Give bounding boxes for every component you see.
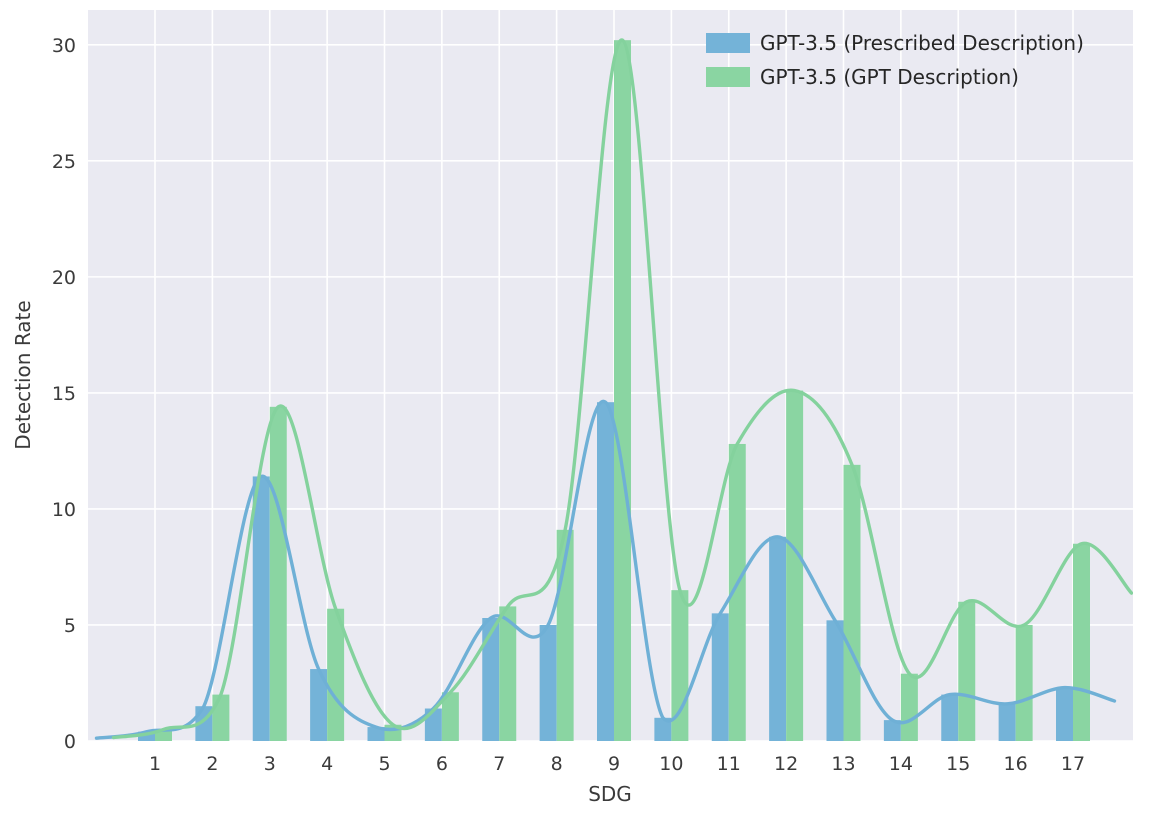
bar-prescribed-sdg-4 — [310, 669, 328, 741]
bar-gpt-sdg-4 — [327, 608, 345, 741]
bar-prescribed-sdg-7 — [482, 618, 500, 741]
legend-swatch-gpt — [706, 67, 750, 87]
x-tick-label: 8 — [551, 753, 563, 775]
x-tick-label: 9 — [608, 753, 620, 775]
bar-gpt-sdg-12 — [786, 390, 804, 741]
x-tick-label: 11 — [717, 753, 741, 775]
x-tick-label: 10 — [659, 753, 683, 775]
bar-gpt-sdg-3 — [269, 406, 287, 741]
bar-prescribed-sdg-17 — [1056, 687, 1073, 741]
y-tick-label: 30 — [52, 35, 76, 57]
bar-prescribed-sdg-8 — [539, 624, 557, 741]
bar-gpt-sdg-7 — [499, 606, 517, 741]
y-tick-label: 0 — [64, 731, 76, 753]
bar-gpt-sdg-1 — [155, 729, 172, 741]
y-tick-label: 10 — [52, 499, 76, 521]
x-tick-label: 7 — [493, 753, 505, 775]
x-tick-label: 15 — [946, 753, 970, 775]
x-axis-label: SDG — [588, 782, 632, 806]
bar-gpt-sdg-16 — [1015, 624, 1033, 741]
legend: GPT-3.5 (Prescribed Description) GPT-3.5… — [706, 31, 1084, 89]
y-axis-label: Detection Rate — [11, 300, 35, 449]
bar-prescribed-sdg-1 — [138, 731, 155, 741]
x-tick-label: 6 — [436, 753, 448, 775]
x-tick-label: 2 — [206, 753, 218, 775]
kde-curve-prescribed — [94, 399, 1117, 740]
bar-prescribed-sdg-12 — [769, 536, 787, 741]
bar-gpt-sdg-11 — [728, 443, 746, 741]
bar-gpt-sdg-13 — [843, 464, 861, 741]
x-tick-label: 13 — [831, 753, 855, 775]
bar-gpt-sdg-6 — [441, 692, 459, 741]
x-tick-label: 14 — [889, 753, 913, 775]
legend-swatch-prescribed — [706, 33, 750, 53]
bar-gpt-sdg-9 — [614, 40, 631, 741]
bar-gpt-sdg-17 — [1073, 543, 1090, 741]
x-tick-label: 16 — [1004, 753, 1028, 775]
bar-prescribed-sdg-5 — [367, 727, 385, 741]
legend-label-prescribed: GPT-3.5 (Prescribed Description) — [760, 31, 1084, 55]
bar-prescribed-sdg-10 — [654, 717, 672, 741]
bar-prescribed-sdg-3 — [252, 476, 270, 741]
x-tick-label: 5 — [378, 753, 390, 775]
x-tick-label: 3 — [264, 753, 276, 775]
kde-curve-gpt — [111, 38, 1133, 740]
bar-prescribed-sdg-15 — [941, 694, 959, 741]
x-tick-label: 12 — [774, 753, 798, 775]
y-tick-label: 25 — [52, 151, 76, 173]
x-tick-label: 1 — [149, 753, 161, 775]
bar-gpt-sdg-15 — [958, 601, 976, 741]
bar-gpt-sdg-14 — [900, 673, 918, 741]
x-tick-label: 4 — [321, 753, 333, 775]
x-tick-label: 17 — [1061, 753, 1085, 775]
bar-prescribed-sdg-16 — [998, 703, 1016, 741]
legend-label-gpt: GPT-3.5 (GPT Description) — [760, 65, 1019, 89]
y-tick-label: 15 — [52, 383, 76, 405]
y-tick-label: 5 — [64, 615, 76, 637]
bar-prescribed-sdg-11 — [711, 613, 729, 741]
bar-prescribed-sdg-14 — [883, 720, 901, 741]
bar-prescribed-sdg-13 — [826, 620, 844, 741]
bar-prescribed-sdg-9 — [597, 402, 614, 741]
bar-gpt-sdg-2 — [212, 694, 230, 741]
y-tick-label: 20 — [52, 267, 76, 289]
